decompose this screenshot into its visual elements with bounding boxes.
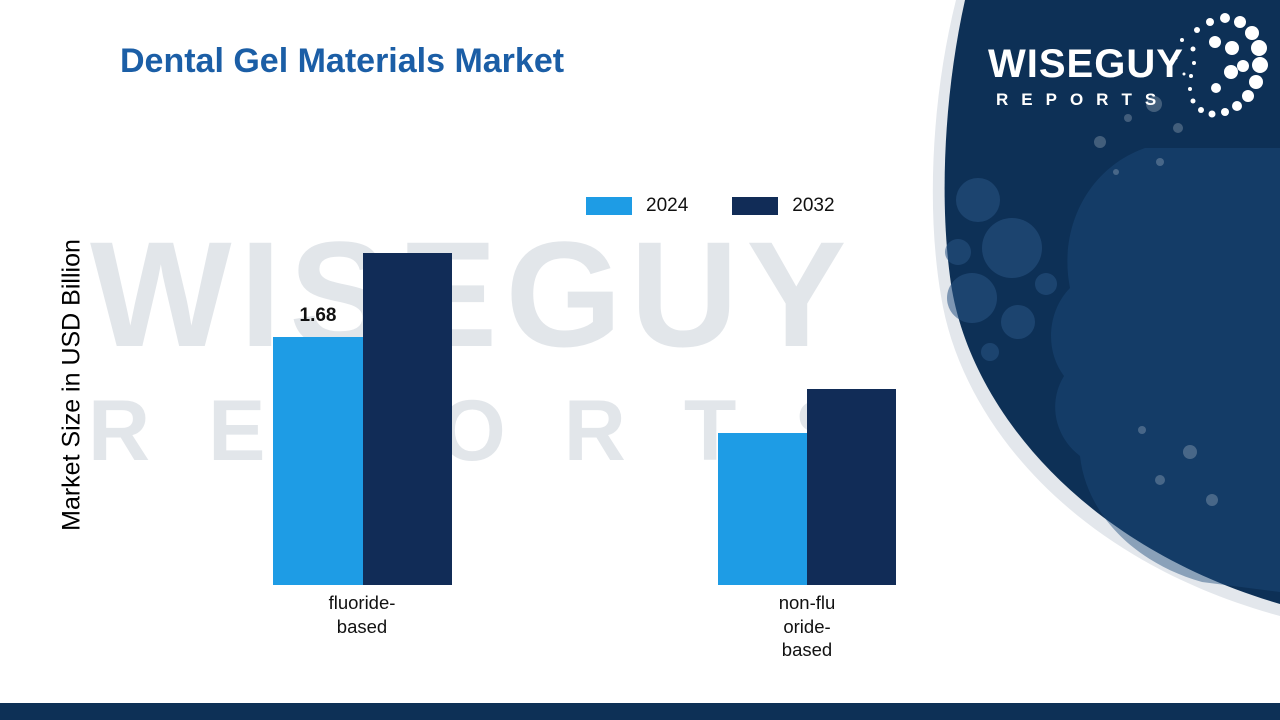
footer-bar [0, 703, 1280, 720]
bar-rect-fluoride-2024 [273, 337, 363, 585]
panel-bubble-dots [945, 178, 1057, 361]
legend-label-2032: 2032 [792, 195, 835, 216]
legend-swatch-2024 [586, 197, 632, 215]
bar-nonfluoride-2024 [718, 433, 807, 585]
watermark-wiseguy: WISEGUY [90, 210, 855, 378]
legend-swatch-2032 [732, 197, 779, 215]
bar-rect-nonfluoride-2024 [718, 433, 807, 585]
chart-title: Dental Gel Materials Market [120, 42, 565, 80]
bar-nonfluoride-2032 [807, 389, 896, 585]
brand-logo-reports: REPORTS [996, 90, 1170, 109]
brand-panel-art [932, 0, 1280, 616]
logo-head-dots [1174, 13, 1268, 118]
data-label-fluoride-2024: 1.68 [299, 305, 337, 326]
x-tick-non-fluoride-based: non-flu oride- based [778, 592, 836, 661]
panel-faint-dots [1094, 96, 1218, 506]
legend-item-2024: 2024 [586, 195, 688, 217]
y-axis-label: Market Size in USD Billion [57, 239, 86, 531]
bar-fluoride-2032 [363, 253, 452, 585]
x-tick-fluoride-based: fluoride- based [328, 592, 396, 637]
bar-rect-nonfluoride-2032 [807, 389, 896, 585]
legend-label-2024: 2024 [646, 195, 689, 216]
legend-item-2032: 2032 [732, 195, 835, 217]
chart-legend: 2024 2032 [586, 195, 835, 217]
brand-logo-wordmark: WISEGUY [988, 42, 1184, 86]
bar-rect-fluoride-2032 [363, 253, 452, 585]
bar-fluoride-2024: 1.68 [273, 305, 363, 585]
